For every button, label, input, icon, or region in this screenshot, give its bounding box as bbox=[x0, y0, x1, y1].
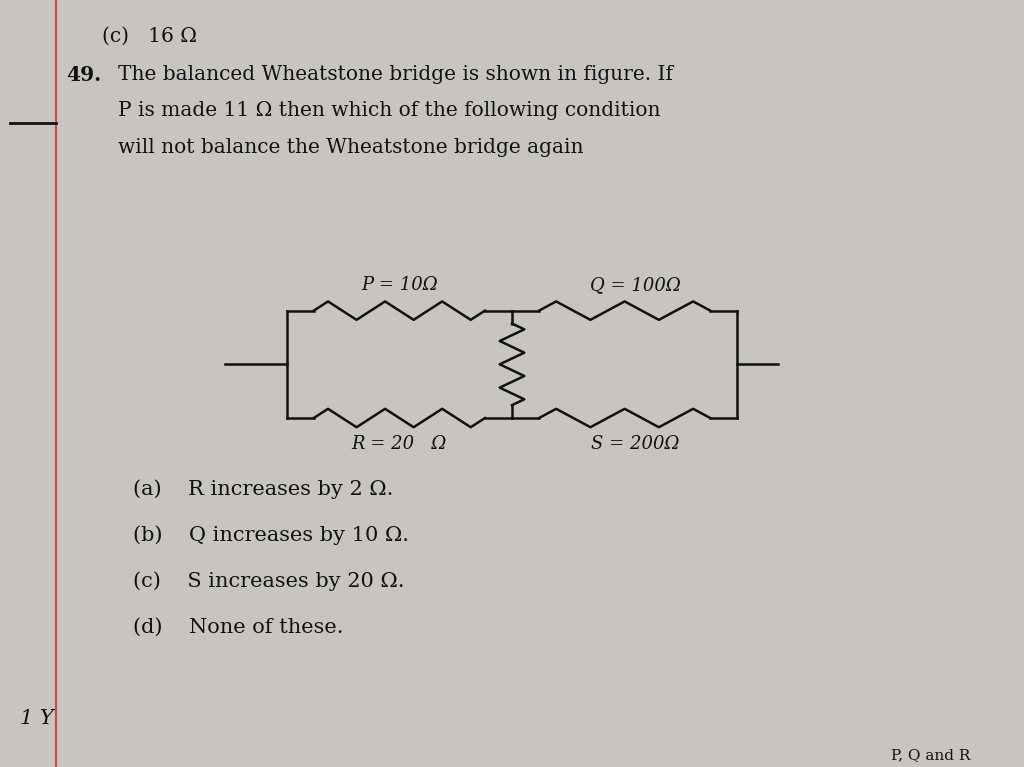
Text: S = 200Ω: S = 200Ω bbox=[591, 435, 679, 453]
Text: 1 Y: 1 Y bbox=[20, 709, 54, 729]
Text: (a)    R increases by 2 Ω.: (a) R increases by 2 Ω. bbox=[133, 479, 393, 499]
Text: R = 20   Ω: R = 20 Ω bbox=[351, 435, 447, 453]
Text: (c)   16 Ω: (c) 16 Ω bbox=[102, 27, 198, 46]
Text: Q = 100Ω: Q = 100Ω bbox=[590, 276, 680, 294]
Text: (c)    S increases by 20 Ω.: (c) S increases by 20 Ω. bbox=[133, 571, 404, 591]
Text: will not balance the Wheatstone bridge again: will not balance the Wheatstone bridge a… bbox=[118, 138, 584, 157]
Text: (b)    Q increases by 10 Ω.: (b) Q increases by 10 Ω. bbox=[133, 525, 410, 545]
Text: P = 10Ω: P = 10Ω bbox=[361, 276, 437, 294]
Text: 49.: 49. bbox=[67, 65, 101, 85]
Text: P, Q and R: P, Q and R bbox=[891, 748, 971, 762]
Text: The balanced Wheatstone bridge is shown in figure. If: The balanced Wheatstone bridge is shown … bbox=[118, 65, 673, 84]
Text: P is made 11 Ω then which of the following condition: P is made 11 Ω then which of the followi… bbox=[118, 101, 660, 120]
Text: (d)    None of these.: (d) None of these. bbox=[133, 617, 344, 637]
